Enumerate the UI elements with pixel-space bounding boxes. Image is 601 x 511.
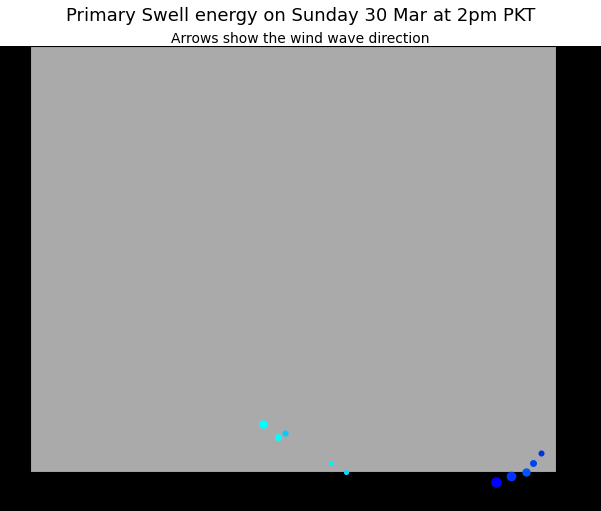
Text: Arrows show the wind wave direction: Arrows show the wind wave direction [171,32,430,46]
Bar [30,46,556,472]
Text: Primary Swell energy on Sunday 30 Mar at 2pm PKT: Primary Swell energy on Sunday 30 Mar at… [66,7,535,25]
